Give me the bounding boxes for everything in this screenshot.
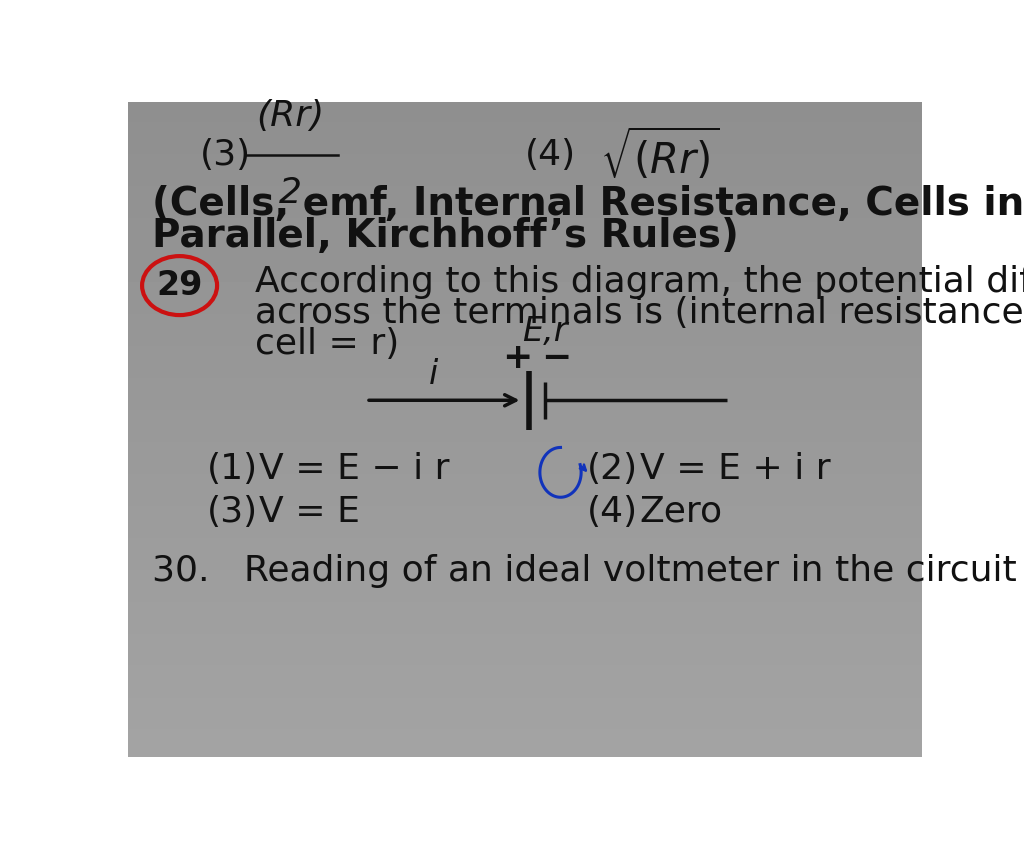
Text: (4): (4) xyxy=(587,494,638,528)
Text: (3): (3) xyxy=(207,494,258,528)
Text: Parallel, Kirchhoff’s Rules): Parallel, Kirchhoff’s Rules) xyxy=(152,218,738,255)
Text: $\sqrt{(Rr)}$: $\sqrt{(Rr)}$ xyxy=(600,126,720,183)
Text: According to this diagram, the potential difference: According to this diagram, the potential… xyxy=(255,266,1024,300)
Text: (4): (4) xyxy=(524,138,575,172)
Text: V = E − i r: V = E − i r xyxy=(259,452,450,486)
Text: +: + xyxy=(502,340,532,374)
Text: 29: 29 xyxy=(157,269,203,302)
Text: −: − xyxy=(542,340,571,374)
Text: (1): (1) xyxy=(207,452,258,486)
Text: (2): (2) xyxy=(587,452,638,486)
Text: (3): (3) xyxy=(200,138,251,172)
Text: (Cells, emf, Internal Resistance, Cells in Series and: (Cells, emf, Internal Resistance, Cells … xyxy=(152,185,1024,223)
Text: cell = r): cell = r) xyxy=(255,327,399,361)
Text: 2: 2 xyxy=(280,176,302,210)
Text: (Rr): (Rr) xyxy=(257,99,325,133)
Text: E,r: E,r xyxy=(522,315,567,348)
Text: i: i xyxy=(429,357,438,391)
Text: V = E: V = E xyxy=(259,494,359,528)
Text: 30.   Reading of an ideal voltmeter in the circuit below: 30. Reading of an ideal voltmeter in the… xyxy=(152,554,1024,588)
Text: V = E + i r: V = E + i r xyxy=(640,452,830,486)
Text: across the terminals is (internal resistance of: across the terminals is (internal resist… xyxy=(255,296,1024,330)
Text: Zero: Zero xyxy=(640,494,723,528)
